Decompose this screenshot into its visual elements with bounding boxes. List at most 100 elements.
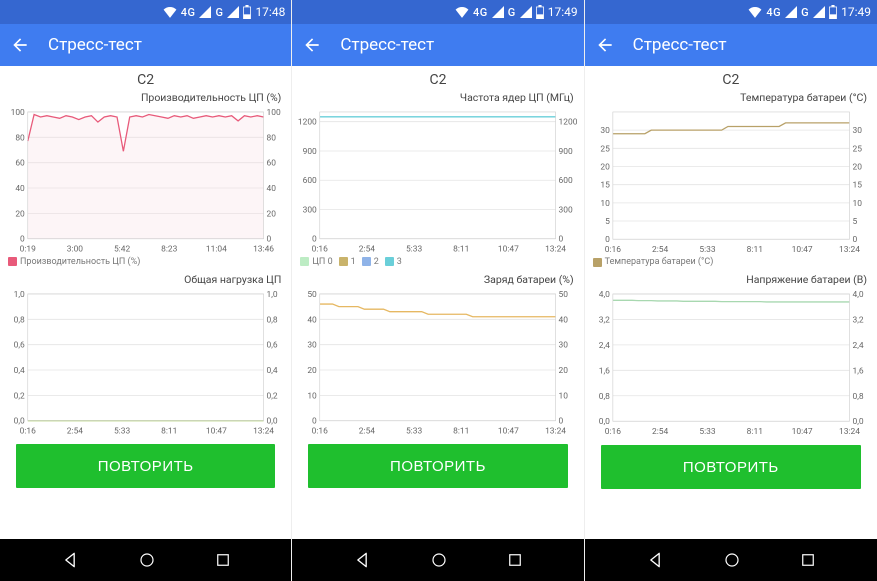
svg-text:80: 80 [267,133,277,143]
svg-text:13:24: 13:24 [545,245,566,255]
legend-swatch [339,257,348,266]
svg-text:2:54: 2:54 [359,245,375,255]
svg-text:15: 15 [852,181,862,191]
chart-legend: Температура батареи (°C) [587,255,875,273]
svg-text:100: 100 [11,108,25,118]
svg-text:8:11: 8:11 [453,245,469,255]
legend-item: 3 [385,257,402,267]
chart-title: Общая нагрузка ЦП [2,273,289,288]
wifi-icon [455,6,469,18]
svg-text:0: 0 [852,235,857,245]
svg-text:0,8: 0,8 [14,315,25,325]
svg-text:3:00: 3:00 [67,245,83,255]
signal-2-icon [813,6,825,18]
svg-text:8:11: 8:11 [746,245,762,255]
nav-home-icon[interactable] [723,551,741,569]
nav-recent-icon[interactable] [799,551,817,569]
nav-back-icon[interactable] [645,550,665,570]
svg-text:600: 600 [559,176,573,186]
nav-recent-icon[interactable] [214,551,232,569]
svg-text:0,6: 0,6 [267,340,278,350]
chart-title: Заряд батареи (%) [294,273,581,288]
nav-bar [0,539,291,581]
chart-title: Производительность ЦП (%) [2,91,289,106]
svg-text:1,6: 1,6 [852,366,863,376]
status-time: 17:49 [548,5,578,19]
chart: Производительность ЦП (%)002020404060608… [2,91,289,273]
app-bar: Стресс-тест [585,24,877,66]
svg-text:10:47: 10:47 [498,245,519,255]
chart-legend: Производительность ЦП (%) [2,255,289,273]
repeat-button[interactable]: ПОВТОРИТЬ [16,444,275,488]
svg-text:0:16: 0:16 [604,245,621,255]
back-icon[interactable] [302,35,322,55]
svg-text:300: 300 [559,205,573,215]
svg-text:0: 0 [20,235,25,245]
repeat-button[interactable]: ПОВТОРИТЬ [601,445,861,489]
app-bar: Стресс-тест [292,24,583,66]
status-time: 17:49 [841,5,871,19]
content-area: C2Температура батареи (°C)00551010151520… [585,66,877,539]
svg-text:8:11: 8:11 [746,427,762,437]
svg-text:0:16: 0:16 [20,426,36,436]
wifi-icon [748,6,762,18]
svg-text:900: 900 [559,147,573,157]
svg-text:0: 0 [559,416,564,426]
svg-text:10:47: 10:47 [791,245,812,255]
svg-text:13:24: 13:24 [545,426,566,436]
svg-text:100: 100 [267,108,281,118]
svg-text:1200: 1200 [559,118,578,128]
legend-swatch [8,257,17,266]
svg-text:2,4: 2,4 [598,341,609,351]
svg-text:20: 20 [600,162,610,172]
app-bar: Стресс-тест [0,24,291,66]
svg-text:0: 0 [267,235,272,245]
svg-text:2:54: 2:54 [67,426,83,436]
nav-recent-icon[interactable] [506,551,524,569]
svg-text:5:42: 5:42 [114,245,130,255]
repeat-button[interactable]: ПОВТОРИТЬ [308,444,567,488]
back-icon[interactable] [595,35,615,55]
svg-text:1,0: 1,0 [267,290,278,300]
status-bar: 4G G 17:49 [585,0,877,24]
battery-icon [536,5,544,19]
svg-text:0,8: 0,8 [852,392,863,402]
svg-text:0:16: 0:16 [604,427,621,437]
svg-text:0,0: 0,0 [14,416,25,426]
phone-screen: 4G G 17:48 Стресс-тестC2Производительнос… [0,0,292,581]
svg-text:0,0: 0,0 [852,417,863,427]
network-label: 4G [766,6,781,19]
svg-text:600: 600 [303,176,317,186]
svg-text:8:23: 8:23 [161,245,177,255]
svg-text:30: 30 [308,340,318,350]
nav-home-icon[interactable] [138,551,156,569]
device-title: C2 [294,70,581,91]
signal-icon [199,6,211,18]
chart-title: Напряжение батареи (В) [587,273,875,288]
wifi-icon [163,6,177,18]
legend-swatch [300,257,309,266]
network-gen-label: G [508,6,516,19]
legend-label: 1 [351,257,356,267]
svg-text:13:24: 13:24 [839,427,860,437]
svg-text:10: 10 [600,199,610,209]
svg-text:20: 20 [852,162,862,172]
button-row: ПОВТОРИТЬ [2,436,289,498]
nav-back-icon[interactable] [60,550,80,570]
svg-text:0,8: 0,8 [267,315,278,325]
back-icon[interactable] [10,35,30,55]
svg-text:0,0: 0,0 [267,416,278,426]
legend-swatch [385,257,394,266]
chart: Заряд батареи (%)00101020203030404050500… [294,273,581,437]
svg-text:13:46: 13:46 [253,245,274,255]
legend-item: Производительность ЦП (%) [8,257,140,267]
nav-home-icon[interactable] [430,551,448,569]
nav-back-icon[interactable] [352,550,372,570]
svg-text:0,4: 0,4 [267,366,278,376]
legend-label: ЦП 0 [312,257,332,267]
svg-text:2:54: 2:54 [652,245,669,255]
svg-text:0: 0 [605,235,610,245]
svg-text:5: 5 [852,217,857,227]
legend-swatch [362,257,371,266]
svg-text:5:33: 5:33 [114,426,130,436]
